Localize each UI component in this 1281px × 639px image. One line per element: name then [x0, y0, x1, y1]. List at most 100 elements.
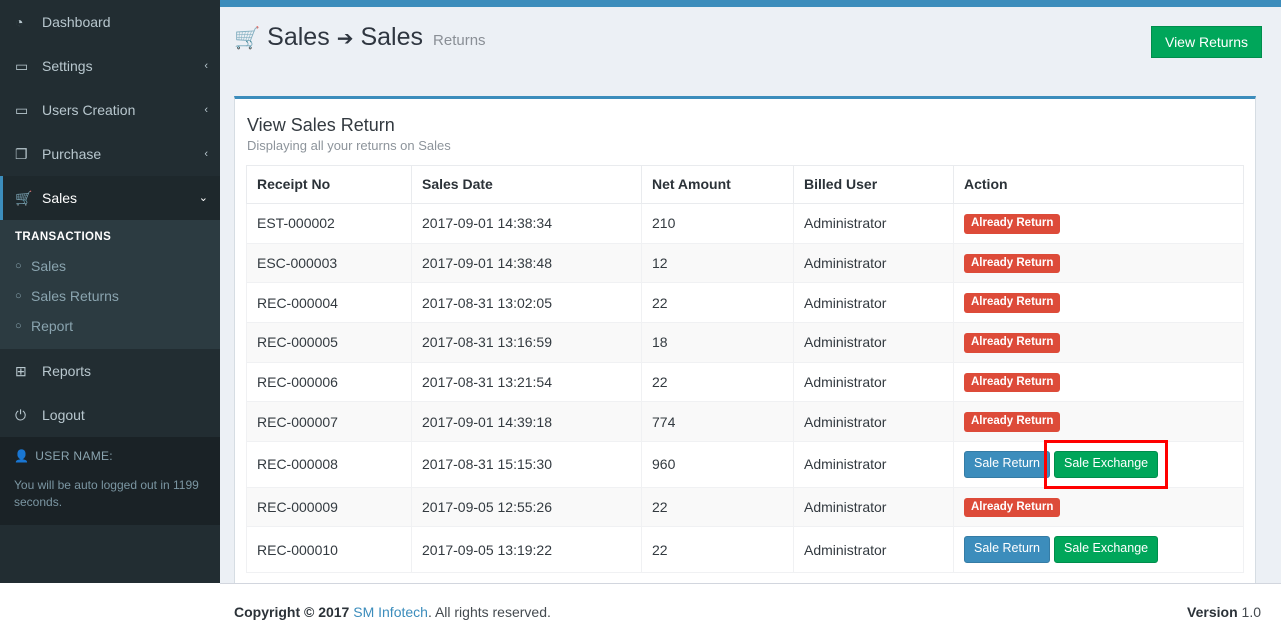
sidebar-item-label: Logout [42, 407, 85, 423]
cell-billed-user: Administrator [793, 203, 954, 244]
clone-icon: ❐ [15, 145, 28, 162]
sidebar-item-logout[interactable]: ⏻ Logout [0, 393, 220, 437]
cell-receipt-no: EST-000002 [246, 203, 412, 244]
brand-link[interactable]: SM Infotech [353, 603, 428, 620]
chevron-left-icon: ‹ [204, 147, 208, 160]
sidebar-item-label: Purchase [42, 146, 102, 162]
circle-o-icon: ○ [15, 290, 22, 302]
table-row: REC-000007 2017-09-01 14:39:18 774 Administ… [246, 401, 1244, 442]
cell-net-amount: 22 [641, 361, 794, 403]
sidebar-item-label: Reports [42, 363, 92, 379]
circle-o-icon: ○ [15, 260, 22, 272]
treeview-item-report[interactable]: ○ Report [0, 311, 220, 341]
cell-billed-user: Administrator [793, 440, 954, 488]
cell-receipt-no: REC-000004 [246, 282, 412, 323]
cell-receipt-no: REC-000008 [246, 440, 412, 488]
cell-billed-user: Administrator [793, 361, 954, 403]
treeview-item-sales-returns[interactable]: ○ Sales Returns [0, 281, 220, 311]
cart-icon: 🛒 [15, 189, 33, 206]
cell-receipt-no: REC-000010 [246, 526, 412, 573]
sidebar: ◔ Dashboard ▭ Settings ‹ ▭ Users Creation ‹ ❐ Pur… [0, 0, 220, 583]
table-row: EST-000002 2017-09-01 14:38:34 210 Administ… [246, 203, 1244, 244]
sidebar-item-purchase[interactable]: ❐ Purchase ‹ [0, 132, 220, 176]
page-title: 🛒 Sales ➔ Sales Returns [234, 23, 1261, 52]
panel-title: View Sales Return [247, 115, 395, 135]
user-name-row: 👤 USER NAME: [14, 449, 206, 477]
status-badge-already-return: Already Return [964, 332, 1061, 353]
table-row: REC-000008 2017-08-31 15:15:30 960 Administ… [246, 439, 1244, 489]
cell-sales-date: 2017-09-01 14:39:18 [411, 401, 642, 442]
cell-net-amount: 22 [641, 282, 794, 323]
column-header-receipt-no: Receipt No [246, 165, 412, 204]
cell-receipt-no: ESC-000003 [246, 242, 412, 284]
status-badge-already-return: Already Return [964, 412, 1061, 432]
table-row: REC-000005 2017-08-31 13:16:59 18 Administr… [246, 321, 1244, 363]
cell-action: Sale Return Sale Exchange [953, 439, 1244, 489]
cell-action: Already Return [953, 321, 1244, 363]
cell-net-amount: 18 [641, 321, 794, 363]
cell-action: Already Return [953, 401, 1244, 442]
arrow-right-icon: ➔ [336, 28, 354, 50]
dashboard-icon: ◔ [15, 14, 24, 30]
highlight-focus-box: Sale Exchange [1044, 439, 1169, 489]
cell-sales-date: 2017-09-01 14:38:48 [411, 242, 642, 284]
table-icon: ⊞ [15, 362, 27, 379]
column-header-action: Action [953, 165, 1244, 204]
cell-sales-date: 2017-09-05 12:55:26 [411, 486, 642, 528]
sidebar-item-dashboard[interactable]: ◔ Dashboard [0, 0, 220, 44]
cell-sales-date: 2017-08-31 13:21:54 [411, 361, 642, 403]
circle-o-icon: ○ [15, 320, 22, 332]
cell-sales-date: 2017-08-31 13:16:59 [411, 321, 642, 363]
cell-net-amount: 22 [641, 486, 794, 528]
sale-exchange-button[interactable]: Sale Exchange [1054, 536, 1159, 563]
status-badge-already-return: Already Return [964, 253, 1061, 274]
view-returns-button[interactable]: View Returns [1150, 26, 1262, 58]
sales-return-panel: View Sales Return Displaying all your re… [234, 96, 1256, 592]
page-title-main: Sales [267, 23, 330, 51]
table-body: EST-000002 2017-09-01 14:38:34 210 Administ… [246, 203, 1244, 573]
treeview-item-label: Report [31, 318, 74, 334]
treeview-header: TRANSACTIONS [15, 231, 112, 243]
main-content: 🛒 Sales ➔ Sales Returns View Returns Vie… [220, 7, 1281, 592]
cell-billed-user: Administrator [793, 282, 954, 323]
status-badge-already-return: Already Return [964, 214, 1061, 234]
cell-receipt-no: REC-000007 [246, 401, 412, 442]
cell-action: Sale Return Sale Exchange [953, 526, 1244, 573]
cell-sales-date: 2017-09-05 13:19:22 [411, 526, 642, 573]
footer-sidebar-filler [0, 583, 220, 639]
sidebar-user-block: 👤 USER NAME: You will be auto logged out… [0, 437, 220, 525]
sale-return-button[interactable]: Sale Return [964, 536, 1051, 563]
status-badge-already-return: Already Return [964, 497, 1061, 518]
table-row: REC-000004 2017-08-31 13:02:05 22 Administr… [246, 282, 1244, 323]
cell-billed-user: Administrator [793, 526, 954, 573]
chevron-left-icon: ‹ [204, 103, 208, 116]
cell-action: Already Return [953, 486, 1244, 528]
sidebar-item-sales[interactable]: 🛒 Sales ⌄ [0, 176, 220, 220]
cell-net-amount: 960 [641, 440, 794, 488]
cell-billed-user: Administrator [793, 242, 954, 284]
laptop-icon: ▭ [15, 101, 29, 118]
table-row: REC-000009 2017-09-05 12:55:26 22 Administr… [246, 486, 1244, 528]
treeview-item-label: Sales [31, 258, 67, 274]
cell-action: Already Return [953, 242, 1244, 284]
cell-action: Already Return [953, 203, 1244, 244]
user-name-label: USER NAME: [35, 449, 113, 463]
cell-receipt-no: REC-000006 [246, 361, 412, 403]
table-head: Receipt No Sales Date Net Amount Billed Use… [246, 165, 1244, 204]
version-info: Version 1.0 [1187, 604, 1261, 620]
cell-net-amount: 210 [641, 203, 794, 244]
page-header: 🛒 Sales ➔ Sales Returns View Returns [220, 7, 1281, 87]
cell-receipt-no: REC-000005 [246, 321, 412, 363]
sidebar-item-settings[interactable]: ▭ Settings ‹ [0, 44, 220, 88]
sale-return-button[interactable]: Sale Return [964, 450, 1051, 478]
sidebar-item-reports[interactable]: ⊞ Reports [0, 349, 220, 393]
sidebar-item-users-creation[interactable]: ▭ Users Creation ‹ [0, 88, 220, 132]
power-off-icon: ⏻ [15, 406, 27, 423]
laptop-icon: ▭ [15, 57, 29, 74]
sidebar-item-label: Sales [42, 190, 78, 206]
copyright-text: Copyright © 2017 SM Infotech. All rights… [234, 604, 1187, 620]
cell-sales-date: 2017-08-31 13:02:05 [411, 282, 642, 323]
sale-exchange-button[interactable]: Sale Exchange [1054, 450, 1159, 478]
treeview-item-sales[interactable]: ○ Sales [0, 251, 220, 281]
copyright-prefix: Copyright © 2017 [234, 603, 350, 620]
